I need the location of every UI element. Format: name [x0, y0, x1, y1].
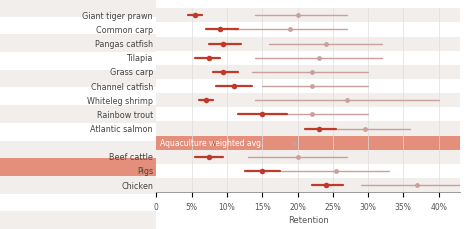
Text: Grass carp: Grass carp [109, 68, 153, 77]
Bar [156, 52, 460, 65]
Text: Channel catfish: Channel catfish [91, 82, 153, 91]
Bar [156, 65, 460, 80]
Text: Common carp: Common carp [96, 26, 153, 35]
Bar [156, 150, 460, 164]
Bar [156, 37, 460, 52]
Bar [156, 122, 460, 136]
Text: Rainbow trout: Rainbow trout [97, 110, 153, 119]
Text: Atlantic salmon: Atlantic salmon [91, 125, 153, 134]
Text: Aquaculture weighted avg.: Aquaculture weighted avg. [160, 139, 264, 147]
Bar [156, 23, 460, 37]
Bar [156, 94, 460, 108]
Bar [156, 80, 460, 94]
Bar [156, 108, 460, 122]
Text: Beef cattle: Beef cattle [109, 153, 153, 162]
Bar [156, 178, 460, 192]
Text: Tilapia: Tilapia [127, 54, 153, 63]
Text: Pangas catfish: Pangas catfish [95, 40, 153, 49]
Bar [156, 9, 460, 23]
Bar [156, 164, 460, 178]
Text: Whiteleg shrimp: Whiteleg shrimp [87, 96, 153, 105]
Text: Chicken: Chicken [121, 181, 153, 190]
Bar [156, 136, 460, 150]
Text: Pigs: Pigs [137, 167, 153, 176]
X-axis label: Retention: Retention [288, 215, 328, 224]
Text: Giant tiger prawn: Giant tiger prawn [82, 12, 153, 21]
